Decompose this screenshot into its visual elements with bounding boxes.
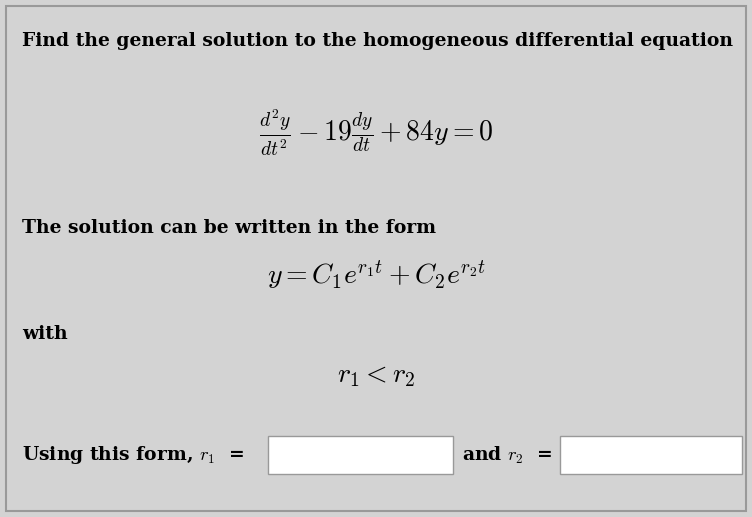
Text: $r_1 < r_2$: $r_1 < r_2$ <box>337 362 415 389</box>
FancyBboxPatch shape <box>6 6 746 511</box>
Text: with: with <box>22 325 68 343</box>
Text: The solution can be written in the form: The solution can be written in the form <box>22 219 436 237</box>
Text: $y = C_1e^{r_1 t} + C_2e^{r_2 t}$: $y = C_1e^{r_1 t} + C_2e^{r_2 t}$ <box>266 259 486 292</box>
FancyBboxPatch shape <box>268 436 453 474</box>
Text: Find the general solution to the homogeneous differential equation: Find the general solution to the homogen… <box>22 32 733 50</box>
Text: Using this form, $r_1$  =: Using this form, $r_1$ = <box>22 444 244 466</box>
Text: $\frac{d^2y}{dt^2} - 19\frac{dy}{dt} + 84y = 0$: $\frac{d^2y}{dt^2} - 19\frac{dy}{dt} + 8… <box>259 107 493 158</box>
Text: and $r_2$  =: and $r_2$ = <box>462 445 553 466</box>
FancyBboxPatch shape <box>560 436 742 474</box>
